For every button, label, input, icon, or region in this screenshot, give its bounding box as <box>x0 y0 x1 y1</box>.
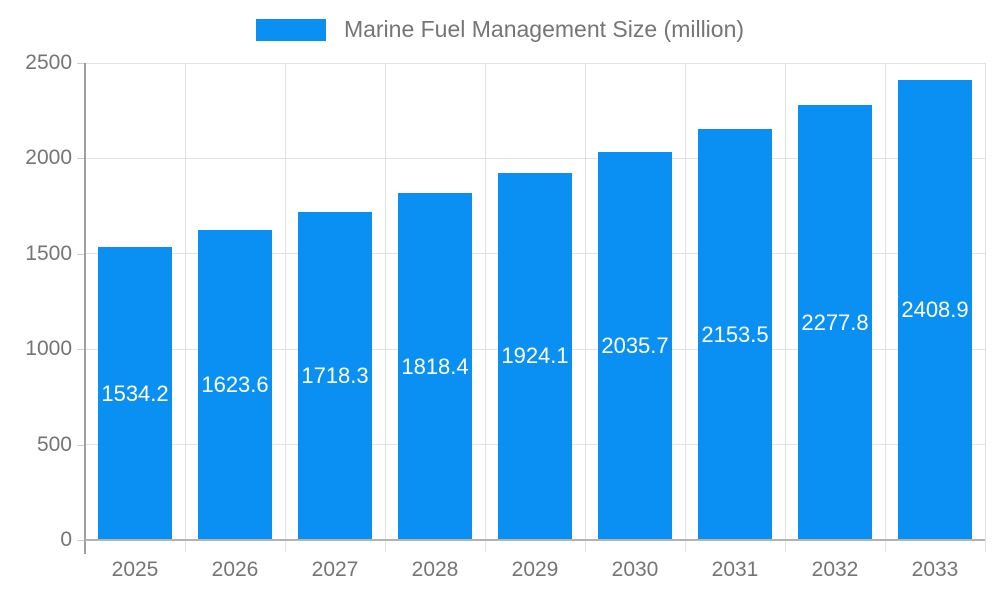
legend-swatch-icon <box>255 18 326 41</box>
bar[interactable]: 2153.5 <box>698 129 772 540</box>
bar[interactable]: 2035.7 <box>598 151 672 540</box>
bar-value-label: 1924.1 <box>501 343 569 369</box>
bar[interactable]: 1534.2 <box>98 247 172 540</box>
x-axis-label: 2029 <box>511 558 559 581</box>
y-axis-label: 2000 <box>25 146 72 170</box>
vertical-gridline <box>784 63 786 552</box>
bar[interactable]: 2408.9 <box>898 80 972 540</box>
y-axis-line <box>84 63 86 554</box>
y-axis-tick <box>77 158 85 160</box>
horizontal-gridline <box>85 157 985 159</box>
y-axis-label: 2500 <box>25 51 72 74</box>
bar-value-label: 2408.9 <box>901 297 969 323</box>
bar-value-label: 2035.7 <box>601 332 669 358</box>
bar[interactable]: 1718.3 <box>298 212 372 540</box>
x-axis-label: 2031 <box>711 558 759 581</box>
y-axis-tick <box>77 540 85 541</box>
bar-value-label: 2277.8 <box>801 309 869 335</box>
x-axis-label: 2028 <box>411 558 459 581</box>
y-axis-tick <box>77 349 85 351</box>
x-axis-line <box>85 539 985 541</box>
y-axis-tick <box>77 253 85 255</box>
y-axis-tick <box>77 444 85 446</box>
vertical-gridline <box>584 63 586 552</box>
legend-label: Marine Fuel Management Size (million) <box>343 16 745 42</box>
vertical-gridline <box>884 63 886 552</box>
vertical-gridline <box>184 63 186 552</box>
bar[interactable]: 1623.6 <box>198 230 272 540</box>
x-axis-label: 2026 <box>211 558 259 581</box>
bar[interactable]: 2277.8 <box>798 105 872 540</box>
bar-value-label: 1818.4 <box>401 353 469 379</box>
bar-value-label: 1718.3 <box>301 363 369 389</box>
y-axis-tick <box>77 63 85 64</box>
y-axis-label: 1000 <box>25 337 72 361</box>
x-axis-label: 2033 <box>911 558 959 581</box>
x-axis-label: 2027 <box>311 558 359 581</box>
horizontal-gridline <box>85 62 985 64</box>
bar[interactable]: 1818.4 <box>398 193 472 540</box>
x-axis-label: 2032 <box>811 558 859 581</box>
vertical-gridline <box>484 63 486 552</box>
vertical-gridline <box>284 63 286 552</box>
vertical-gridline <box>984 63 986 552</box>
vertical-gridline <box>384 63 386 552</box>
plot-area: 1534.2 1623.6 1718.3 1818.4 1924.1 2035.7 2153… <box>84 62 986 552</box>
bar[interactable]: 1924.1 <box>498 172 572 540</box>
chart-legend: Marine Fuel Management Size (million) <box>0 16 1000 43</box>
bar-value-label: 1534.2 <box>101 380 169 406</box>
bar-value-label: 2153.5 <box>701 321 769 347</box>
y-axis-label: 1500 <box>25 241 72 265</box>
bar-value-label: 1623.6 <box>201 372 269 398</box>
x-axis-label: 2030 <box>611 558 659 581</box>
vertical-gridline <box>684 63 686 552</box>
x-axis-label: 2025 <box>111 558 159 581</box>
y-axis-label: 500 <box>36 432 72 456</box>
y-axis-label: 0 <box>60 528 72 551</box>
